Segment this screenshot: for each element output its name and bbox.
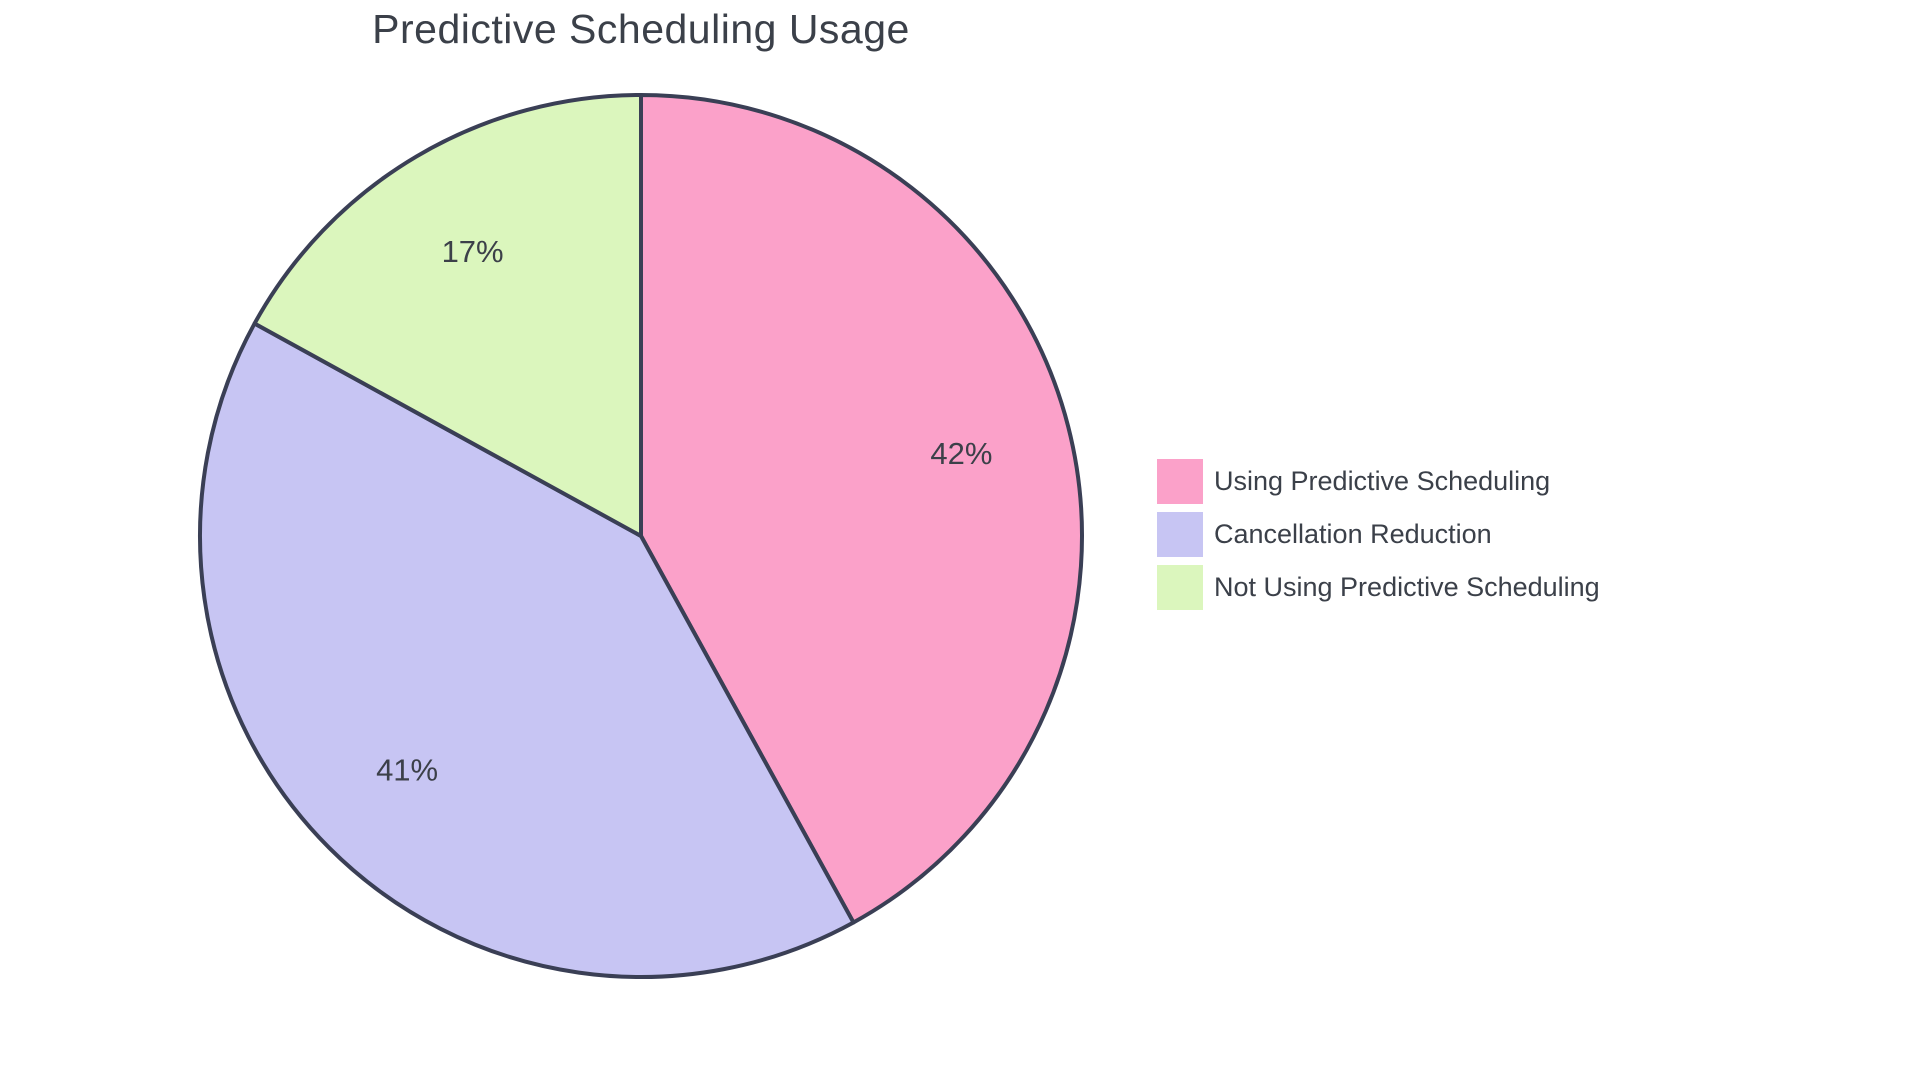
pie-slice [252,93,643,538]
legend: Using Predictive Scheduling Cancellation… [1157,459,1600,618]
legend-item: Cancellation Reduction [1157,512,1600,557]
slice-percent-label: 42% [930,436,992,471]
legend-item: Not Using Predictive Scheduling [1157,565,1600,610]
legend-label: Not Using Predictive Scheduling [1214,572,1600,602]
legend-label: Using Predictive Scheduling [1214,466,1551,496]
chart-title: Predictive Scheduling Usage [372,6,910,52]
legend-item: Using Predictive Scheduling [1157,459,1600,504]
slice-percent-label: 17% [442,234,504,269]
pie-slice [639,93,1084,925]
legend-label: Cancellation Reduction [1214,519,1492,549]
slice-percent-label: 41% [376,752,438,787]
legend-swatch [1157,459,1203,504]
pie-slice [198,321,856,979]
legend-swatch [1157,565,1203,610]
pie-chart: 42% 41% 17% [198,93,1084,979]
legend-swatch [1157,512,1203,557]
